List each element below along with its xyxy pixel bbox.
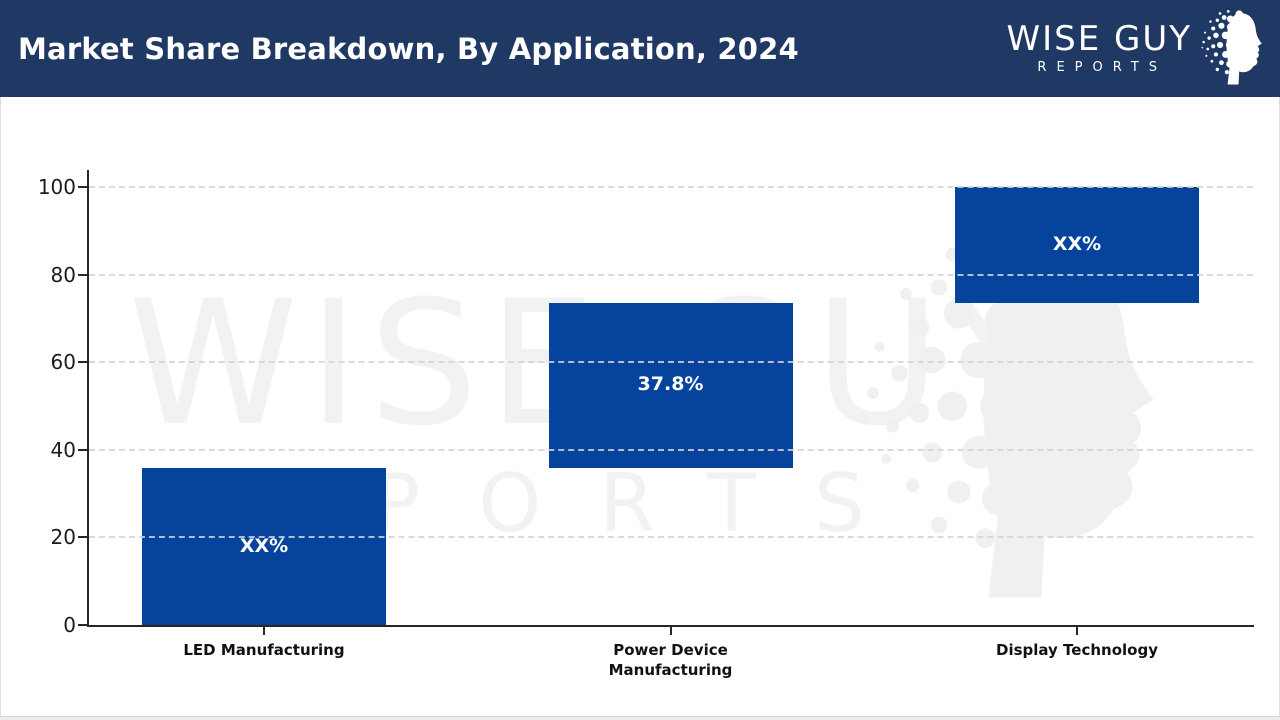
gridline <box>89 273 1253 276</box>
brand-wordmark: WISE GUY REPORTS <box>1006 19 1192 75</box>
y-axis-tick-label: 80 <box>50 262 76 287</box>
y-axis-tick <box>78 361 87 364</box>
bar-value-label: XX% <box>239 534 289 557</box>
bar-value-label: 37.8% <box>637 373 704 396</box>
bar <box>142 468 386 625</box>
y-axis-tick-label: 60 <box>50 350 76 375</box>
y-axis-tick <box>78 448 87 451</box>
x-axis-category-label: Display Technology <box>996 641 1158 659</box>
brand-logo: WISE GUY REPORTS <box>1006 8 1266 90</box>
brand-name: WISE GUY <box>1006 19 1192 60</box>
gridline <box>89 186 1253 188</box>
x-axis-category-label: LED Manufacturing <box>183 641 345 659</box>
gridline <box>89 361 1253 364</box>
y-axis-tick <box>78 186 87 188</box>
logo-head-icon <box>1201 9 1262 85</box>
y-axis-tick-label: 20 <box>50 525 76 550</box>
footer-strip <box>0 716 1280 720</box>
x-axis-tick <box>669 627 672 635</box>
gridline <box>89 536 1253 539</box>
y-axis-line <box>87 170 89 627</box>
bar-value-label: XX% <box>1052 232 1102 255</box>
y-axis-tick <box>78 536 87 539</box>
x-axis-category-label: Power Device Manufacturing <box>608 641 733 680</box>
header-bar: Market Share Breakdown, By Application, … <box>0 0 1280 97</box>
page-title: Market Share Breakdown, By Application, … <box>18 31 799 66</box>
bar <box>548 302 793 469</box>
chart-area: 0 20 40 60 80 100 XX% LED Manufacturing 37.8% Pow… <box>0 97 1280 720</box>
gridline <box>89 448 1253 451</box>
y-axis-tick <box>78 273 87 276</box>
x-axis-tick <box>263 627 265 635</box>
brand-subtitle: REPORTS <box>1037 59 1168 75</box>
x-axis-line <box>87 625 1254 627</box>
y-axis-tick-label: 100 <box>37 175 76 199</box>
y-axis-tick-label: 40 <box>50 437 76 462</box>
y-axis-tick <box>78 624 87 626</box>
y-axis-tick-label: 0 <box>63 613 76 637</box>
x-axis-tick <box>1076 627 1078 635</box>
